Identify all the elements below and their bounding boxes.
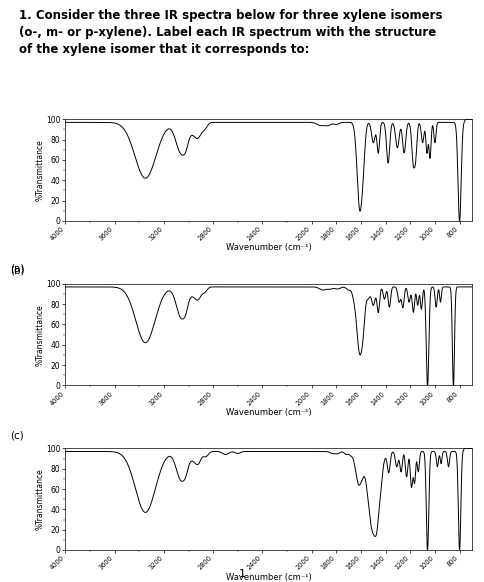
X-axis label: Wavenumber (cm⁻¹): Wavenumber (cm⁻¹) — [226, 243, 312, 253]
Text: (a): (a) — [11, 264, 25, 274]
Text: (b): (b) — [11, 265, 25, 276]
X-axis label: Wavenumber (cm⁻¹): Wavenumber (cm⁻¹) — [226, 573, 312, 581]
Y-axis label: %Transmittance: %Transmittance — [36, 469, 45, 530]
Y-axis label: %Transmittance: %Transmittance — [36, 304, 45, 365]
Text: 1: 1 — [239, 569, 245, 579]
X-axis label: Wavenumber (cm⁻¹): Wavenumber (cm⁻¹) — [226, 408, 312, 417]
Text: (c): (c) — [11, 430, 24, 440]
Text: 1. Consider the three IR spectra below for three xylene isomers
(o-, m- or p-xyl: 1. Consider the three IR spectra below f… — [19, 9, 443, 56]
Y-axis label: %Transmittance: %Transmittance — [36, 139, 45, 201]
